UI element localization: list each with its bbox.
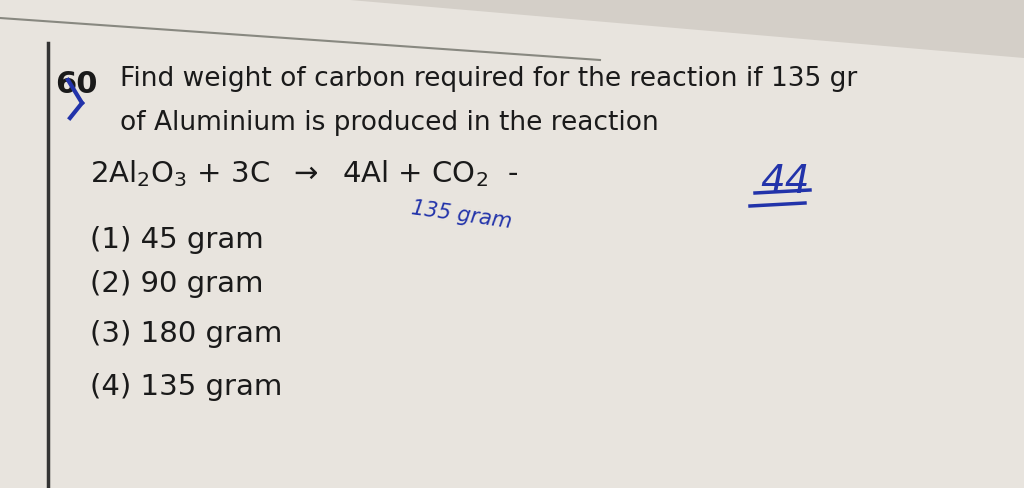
Text: of Aluminium is produced in the reaction: of Aluminium is produced in the reaction bbox=[120, 110, 658, 136]
Polygon shape bbox=[0, 0, 1024, 58]
Text: (3) 180 gram: (3) 180 gram bbox=[90, 320, 283, 348]
Text: 44: 44 bbox=[760, 163, 810, 201]
Text: 2Al$_2$O$_3$ + 3C  $\rightarrow$  4Al + CO$_2$  -: 2Al$_2$O$_3$ + 3C $\rightarrow$ 4Al + CO… bbox=[90, 158, 518, 189]
Text: (1) 45 gram: (1) 45 gram bbox=[90, 226, 264, 254]
Text: (2) 90 gram: (2) 90 gram bbox=[90, 270, 263, 298]
Text: (4) 135 gram: (4) 135 gram bbox=[90, 373, 283, 401]
Text: Find weight of carbon required for the reaction if 135 gr: Find weight of carbon required for the r… bbox=[120, 66, 857, 92]
Text: 135 gram: 135 gram bbox=[410, 198, 513, 232]
Text: 60: 60 bbox=[55, 70, 97, 99]
